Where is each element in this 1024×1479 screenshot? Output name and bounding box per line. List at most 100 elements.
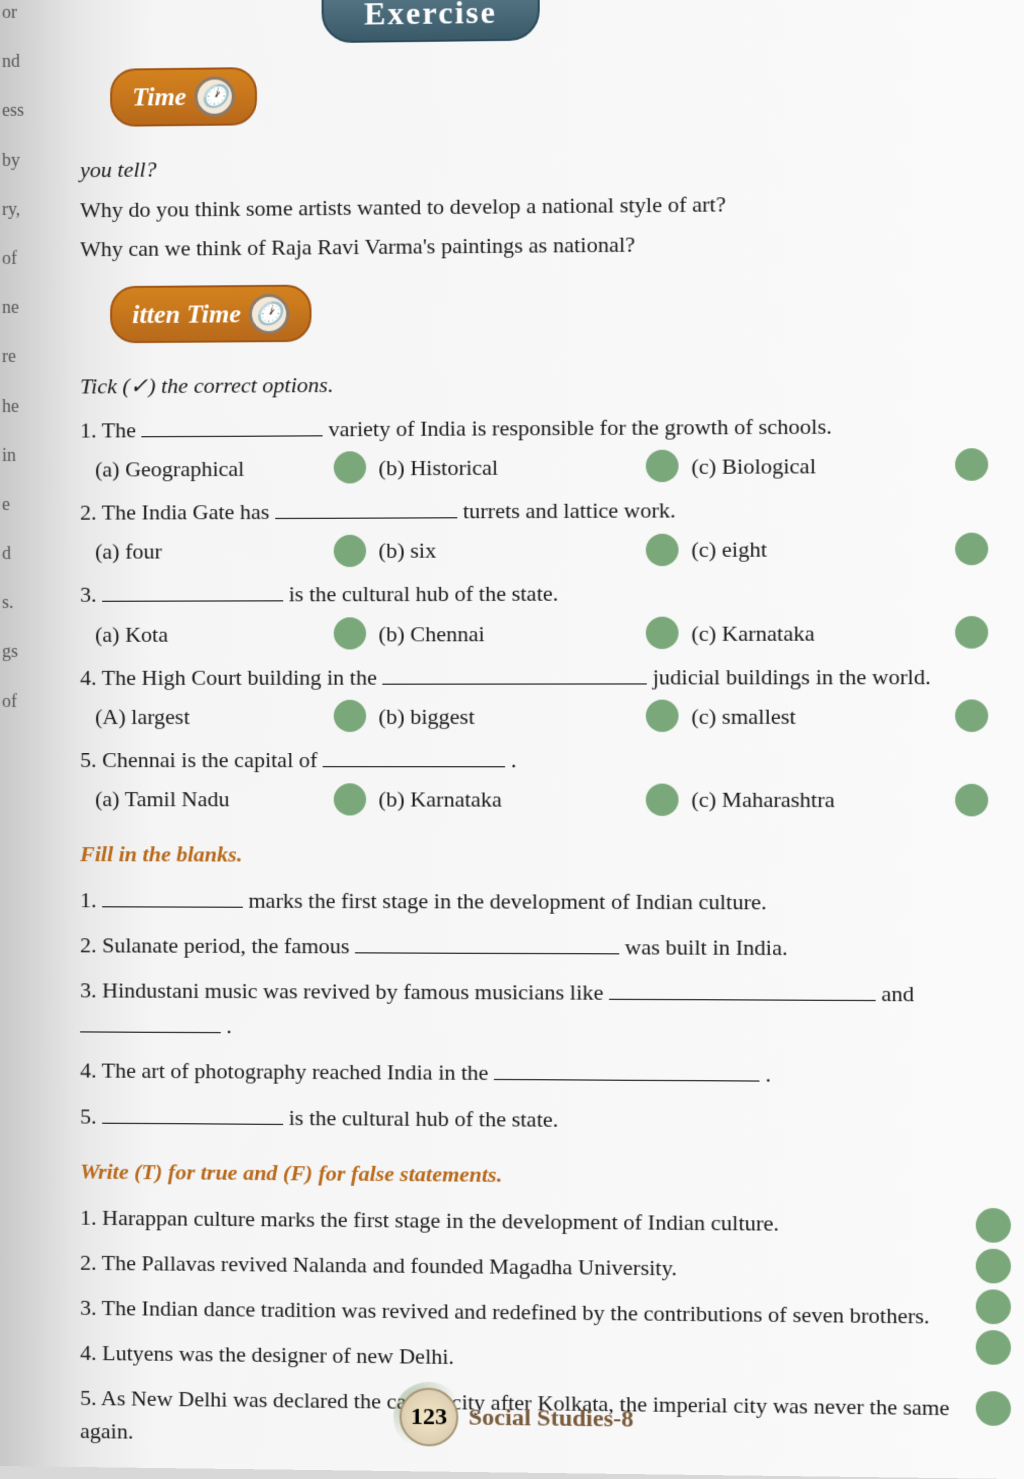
q-text: and — [881, 981, 914, 1007]
fill-q4: 4. The art of photography reached India … — [80, 1053, 1001, 1094]
tf-q4: 4. Lutyens was the designer of new Delhi… — [80, 1336, 1001, 1379]
side-cutoff-text: or nd ess by ry, of ne re he in e d s. g… — [2, 0, 24, 738]
option-circle[interactable] — [976, 1391, 1011, 1426]
side-fragment: he — [2, 393, 24, 418]
side-fragment: or — [2, 0, 24, 25]
option-circle[interactable] — [976, 1330, 1011, 1365]
blank — [609, 982, 876, 1001]
q3-options: (a) Kota (b) Chennai (c) Karnataka — [80, 614, 1001, 651]
option-c: (c) Biological — [691, 448, 816, 484]
q-prefix: 3. — [80, 582, 97, 607]
q-suffix: turrets and lattice work. — [463, 497, 676, 523]
q-text: was built in India. — [625, 934, 788, 960]
q-text: 4. The art of photography reached India … — [80, 1058, 488, 1086]
tf-title: Write (T) for true and (F) for false sta… — [80, 1153, 1001, 1196]
side-fragment: of — [2, 246, 24, 271]
tf-answer-circles — [976, 1208, 1011, 1426]
q5-options: (a) Tamil Nadu (b) Karnataka (c) Maharas… — [80, 781, 1001, 818]
blank — [80, 1015, 221, 1034]
you-tell-title: you tell? — [80, 142, 1001, 187]
time-badge-2: itten Time 🕐 — [110, 284, 311, 343]
tick-title: Tick (✓) the correct options. — [80, 363, 1001, 404]
option-circle[interactable] — [646, 617, 679, 649]
side-fragment: re — [2, 344, 24, 369]
option-b: (b) Karnataka — [379, 782, 502, 818]
option-c: (c) eight — [691, 531, 767, 567]
option-c: (c) Karnataka — [691, 615, 814, 651]
tf-q1: 1. Harappan culture marks the first stag… — [80, 1201, 1001, 1242]
option-circle[interactable] — [976, 1208, 1011, 1243]
q-suffix: is the cultural hub of the state. — [289, 581, 559, 607]
time-label: Time — [132, 76, 186, 118]
option-circle[interactable] — [334, 700, 366, 732]
page-number-badge: 123 — [400, 1388, 459, 1447]
option-c: (c) smallest — [691, 698, 796, 734]
option-b: (b) Historical — [379, 449, 499, 485]
option-circle-end[interactable] — [955, 449, 988, 482]
q-text: 2. Sulanate period, the famous — [80, 932, 349, 958]
option-circle-end[interactable] — [955, 616, 988, 649]
q-prefix: 4. The High Court building in the — [80, 664, 377, 689]
option-circle[interactable] — [646, 533, 679, 565]
page-footer: 123 Social Studies-8 — [400, 1388, 634, 1449]
option-circle[interactable] — [976, 1289, 1011, 1324]
q-suffix: . — [511, 747, 517, 772]
subject-label: Social Studies-8 — [469, 1404, 634, 1433]
q1-options: (a) Geographical (b) Historical (c) Biol… — [80, 447, 1001, 487]
fill-q3: 3. Hindustani music was revived by famou… — [80, 972, 1001, 1047]
tick-q4: 4. The High Court building in the judici… — [80, 658, 1001, 694]
side-fragment: ess — [2, 98, 24, 123]
page: or nd ess by ry, of ne re he in e d s. g… — [0, 0, 1024, 1479]
option-a: (a) Geographical — [80, 450, 334, 486]
option-circle[interactable] — [976, 1249, 1011, 1284]
option-circle-end[interactable] — [955, 700, 988, 733]
blank — [142, 418, 323, 437]
option-circle[interactable] — [646, 700, 679, 732]
option-circle[interactable] — [646, 783, 679, 815]
option-circle-end[interactable] — [955, 784, 988, 817]
fill-q2: 2. Sulanate period, the famous was built… — [80, 927, 1001, 966]
blank — [383, 666, 648, 684]
q2-options: (a) four (b) six (c) eight — [80, 531, 1001, 569]
q-prefix: 5. Chennai is the capital of — [80, 747, 317, 772]
exercise-header: Exercise — [322, 0, 540, 43]
option-b: (b) six — [379, 533, 437, 569]
q-suffix: judicial buildings in the world. — [653, 664, 931, 690]
q-text: marks the first stage in the development… — [248, 887, 766, 914]
side-fragment: nd — [2, 49, 24, 74]
side-fragment: d — [2, 541, 24, 566]
option-a: (a) four — [80, 533, 334, 569]
tick-q2: 2. The India Gate has turrets and lattic… — [80, 491, 1001, 530]
option-circle[interactable] — [334, 617, 366, 649]
side-fragment: gs — [2, 639, 24, 664]
q-text: is the cultural hub of the state. — [289, 1104, 559, 1131]
time-label: itten Time — [132, 293, 241, 336]
time-badge-1: Time 🕐 — [110, 67, 257, 126]
fill-q1: 1. marks the first stage in the developm… — [80, 882, 1001, 920]
fill-blanks-title: Fill in the blanks. — [80, 837, 1001, 874]
option-circle[interactable] — [334, 783, 366, 815]
option-a: (a) Kota — [80, 616, 334, 652]
tf-q2: 2. The Pallavas revived Nalanda and foun… — [80, 1246, 1001, 1288]
blank — [102, 1105, 283, 1124]
q-prefix: 1. The — [80, 417, 136, 442]
q-text: 3. Hindustani music was revived by famou… — [80, 977, 603, 1004]
side-fragment: of — [2, 689, 24, 714]
option-b: (b) biggest — [379, 699, 475, 734]
tell-q1: Why do you think some artists wanted to … — [80, 184, 1001, 226]
tick-q3: 3. is the cultural hub of the state. — [80, 575, 1001, 613]
tf-q3: 3. The Indian dance tradition was revive… — [80, 1291, 1001, 1334]
blank — [275, 500, 457, 519]
option-a: (A) largest — [80, 699, 334, 734]
tell-q2: Why can we think of Raja Ravi Varma's pa… — [80, 224, 1001, 265]
q4-options: (A) largest (b) biggest (c) smallest — [80, 698, 1001, 734]
option-circle-end[interactable] — [955, 532, 988, 565]
fill-q5: 5. is the cultural hub of the state. — [80, 1098, 1001, 1140]
option-b: (b) Chennai — [379, 616, 485, 652]
side-fragment: ne — [2, 295, 24, 320]
option-circle[interactable] — [646, 450, 679, 483]
content: Time 🕐 you tell? Why do you think some a… — [80, 8, 1001, 1459]
option-c: (c) Maharashtra — [691, 782, 835, 818]
option-circle[interactable] — [334, 534, 366, 566]
option-circle[interactable] — [334, 452, 366, 484]
